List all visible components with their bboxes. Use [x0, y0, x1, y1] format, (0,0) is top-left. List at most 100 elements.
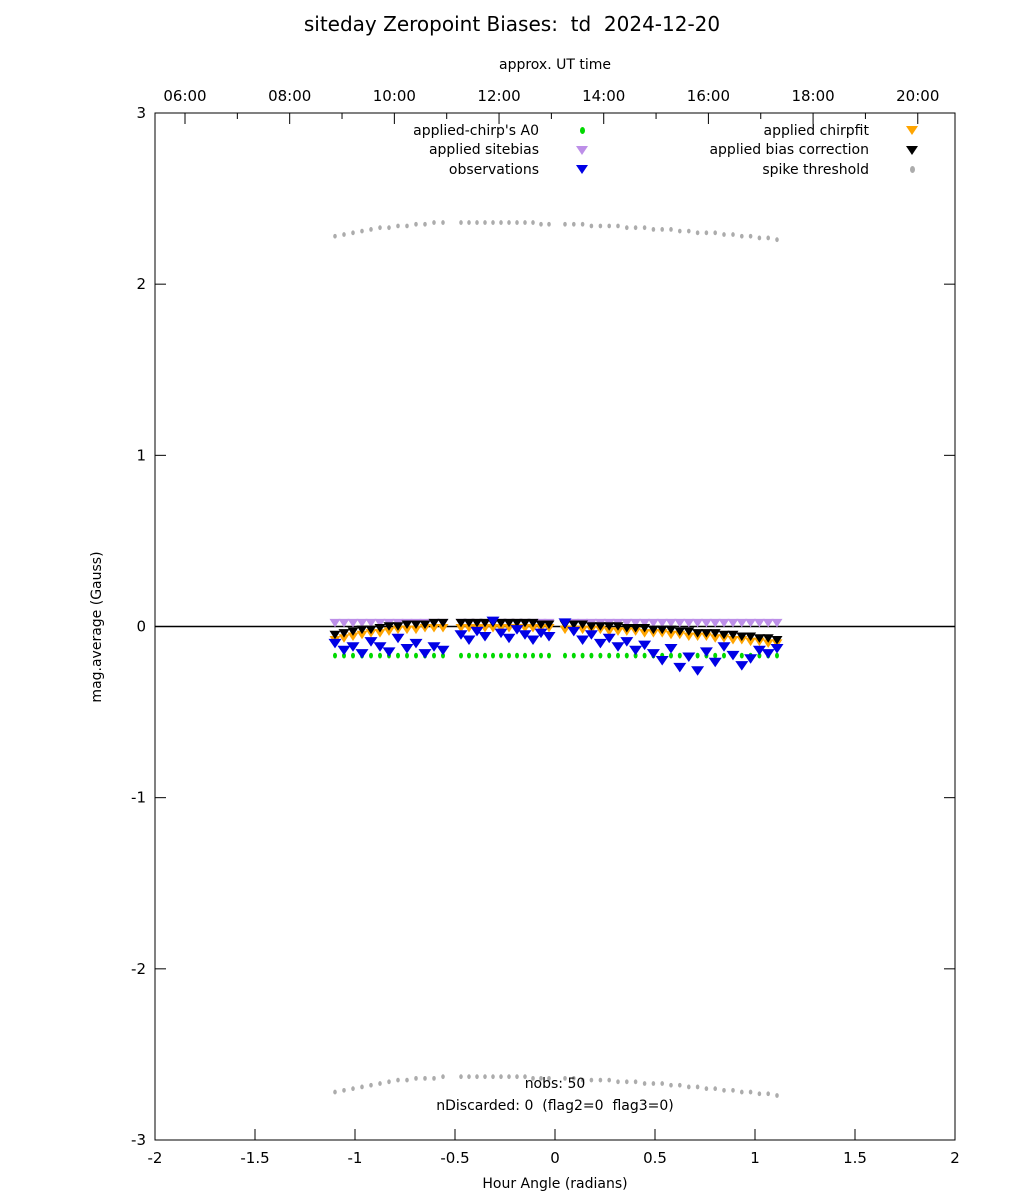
bias_correction-point	[455, 618, 467, 628]
chirpfit-point	[727, 635, 739, 645]
time-tick-label: 12:00	[477, 87, 520, 105]
sitebias-point	[639, 618, 651, 628]
a0-point	[598, 652, 603, 659]
a0-point	[616, 652, 620, 659]
legend-label-spike-threshold: spike threshold	[762, 161, 869, 178]
spike_threshold_upper-point	[687, 228, 691, 234]
chirpfit-point	[683, 632, 695, 642]
bias_correction-point	[410, 620, 422, 630]
bias_correction-point	[437, 618, 449, 628]
a0-point	[405, 652, 409, 659]
bias_correction-point	[347, 627, 359, 636]
a0-point	[432, 652, 436, 659]
x-tick-label: 0	[550, 1149, 560, 1167]
spike_threshold_lower-point	[333, 1089, 337, 1095]
sitebias-point	[718, 618, 730, 628]
sitebias-point	[771, 618, 783, 628]
spike_threshold_upper-point	[491, 220, 495, 225]
y-tick-label: 3	[136, 104, 146, 122]
sitebias-point	[709, 618, 721, 628]
legend-left-column: applied-chirp's A0 applied sitebias obse…	[155, 121, 625, 180]
spike_threshold_upper-point	[757, 235, 762, 241]
sitebias-point	[365, 618, 377, 628]
spike_threshold_lower-point	[572, 1075, 576, 1081]
bias_correction-point	[762, 634, 774, 643]
spike_threshold_upper-point	[467, 220, 471, 225]
spike_threshold_lower-point	[722, 1087, 726, 1093]
orange-triangle-icon	[906, 126, 918, 136]
nobs-annotation: nobs: 50	[524, 1076, 586, 1092]
bias_correction-point	[356, 625, 368, 635]
a0-point	[378, 652, 382, 659]
spike_threshold_upper-point	[660, 226, 664, 232]
a0-point	[757, 652, 762, 659]
sitebias-point	[356, 618, 368, 628]
bias_correction-point	[674, 627, 686, 636]
spike_threshold_upper-point	[539, 221, 543, 227]
spike_threshold_upper-point	[396, 223, 400, 229]
bias_correction-point	[428, 618, 440, 628]
spike_threshold_lower-point	[475, 1074, 479, 1080]
y-tick-label: 0	[136, 618, 146, 636]
spike_threshold_lower-point	[351, 1086, 355, 1092]
observations-point	[673, 662, 687, 673]
bias_correction-point	[630, 623, 642, 633]
observations-point	[664, 644, 678, 654]
spike_threshold_upper-point	[633, 225, 638, 231]
a0-point	[531, 652, 535, 659]
observations-point	[391, 633, 405, 644]
spike_threshold_upper-point	[531, 220, 535, 225]
bias_correction-point	[727, 630, 739, 640]
a0-point	[441, 652, 445, 659]
observations-point	[436, 645, 450, 656]
a0-point	[467, 652, 471, 659]
legend-label-observations: observations	[448, 161, 539, 178]
x-axis-title: Hour Angle (radians)	[482, 1176, 628, 1192]
chirpfit-point	[487, 623, 499, 633]
chirpfit-point	[356, 630, 368, 640]
spike_threshold_lower-point	[491, 1074, 495, 1080]
spike_threshold_lower-point	[531, 1075, 535, 1081]
spike_threshold_lower-point	[563, 1075, 567, 1081]
spike_threshold_lower-point	[625, 1079, 629, 1085]
spike_threshold_lower-point	[580, 1077, 585, 1083]
spike_threshold_upper-point	[766, 235, 770, 241]
spike_threshold_upper-point	[360, 228, 364, 234]
bias_correction-point	[700, 629, 712, 638]
spike_threshold_upper-point	[523, 220, 527, 225]
bias_correction-point	[527, 618, 539, 628]
spike_threshold_upper-point	[678, 228, 682, 234]
bias_correction-point	[771, 635, 783, 645]
observations-point	[346, 642, 360, 652]
purple-triangle-icon	[576, 145, 588, 155]
spike_threshold_upper-point	[378, 225, 382, 231]
bias_correction-point	[656, 625, 668, 635]
chirpfit-point	[347, 632, 359, 642]
bias_correction-point	[753, 634, 765, 643]
bias_correction-point	[603, 622, 615, 631]
observations-point	[726, 650, 740, 661]
spike_threshold_lower-point	[598, 1077, 603, 1083]
a0-point	[351, 652, 355, 659]
observations-point	[470, 626, 484, 637]
observations-point	[409, 638, 423, 649]
spike_threshold_lower-point	[748, 1089, 753, 1095]
a0-point	[695, 652, 700, 659]
observations-point	[770, 644, 784, 654]
time-tick-label: 20:00	[896, 87, 939, 105]
bias_correction-point	[692, 629, 704, 638]
a0-point	[483, 652, 487, 659]
a0-point	[722, 652, 726, 659]
observations-point	[373, 642, 387, 652]
spike_threshold_lower-point	[775, 1093, 779, 1098]
sitebias-point	[692, 618, 704, 628]
spike_threshold_lower-point	[687, 1084, 691, 1090]
spike_threshold_upper-point	[387, 225, 391, 231]
spike_threshold_upper-point	[748, 233, 753, 239]
sitebias-point	[762, 618, 774, 628]
spike_threshold_upper-point	[598, 223, 603, 229]
bias_correction-point	[383, 622, 395, 631]
observations-point	[534, 628, 548, 639]
